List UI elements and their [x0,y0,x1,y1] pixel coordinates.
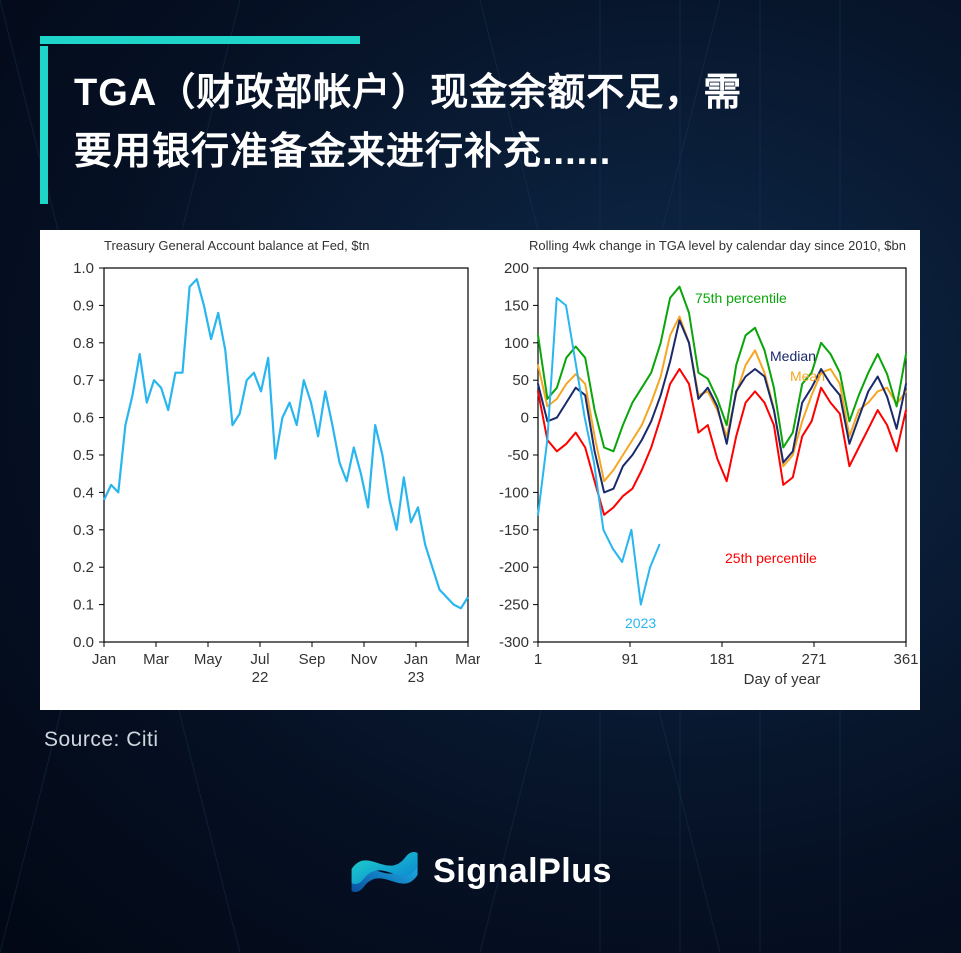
chart-left: Treasury General Account balance at Fed,… [40,230,480,710]
svg-text:Jul: Jul [250,651,269,668]
svg-text:-300: -300 [499,634,529,651]
svg-text:0.0: 0.0 [73,634,94,651]
svg-text:0.8: 0.8 [73,335,94,352]
svg-text:-250: -250 [499,597,529,614]
svg-text:Jan: Jan [404,651,428,668]
svg-text:Mar: Mar [455,651,480,668]
svg-text:0.3: 0.3 [73,522,94,539]
svg-text:181: 181 [709,651,734,668]
svg-text:0.4: 0.4 [73,484,94,501]
svg-text:0: 0 [521,410,529,427]
svg-text:1: 1 [534,651,542,668]
svg-text:-200: -200 [499,559,529,576]
legend-mean: Mean [790,368,825,384]
svg-text:Mar: Mar [143,651,169,668]
legend-p75: 75th percentile [695,290,787,306]
svg-text:-50: -50 [507,447,529,464]
chart-right-title: Rolling 4wk change in TGA level by calen… [529,238,906,253]
accent-bar [40,36,360,44]
svg-text:23: 23 [408,669,425,686]
source-label: Source: Citi [44,728,159,752]
svg-text:1.0: 1.0 [73,260,94,277]
logo-text: SignalPlus [433,852,612,891]
logo: SignalPlus [349,847,612,895]
svg-text:0.9: 0.9 [73,297,94,314]
svg-text:May: May [194,651,223,668]
svg-text:0.5: 0.5 [73,447,94,464]
title-line-2: 要用银行准备金来进行补充...... [74,123,895,182]
svg-text:22: 22 [252,669,269,686]
svg-text:Jan: Jan [92,651,116,668]
svg-text:-150: -150 [499,522,529,539]
svg-text:Nov: Nov [351,651,378,668]
svg-text:0.6: 0.6 [73,410,94,427]
svg-text:91: 91 [622,651,639,668]
chart-left-title: Treasury General Account balance at Fed,… [104,238,369,253]
svg-text:0.1: 0.1 [73,597,94,614]
svg-text:100: 100 [504,335,529,352]
svg-text:0.2: 0.2 [73,559,94,576]
chart-right: Rolling 4wk change in TGA level by calen… [480,230,920,710]
svg-text:-100: -100 [499,484,529,501]
svg-text:Sep: Sep [299,651,326,668]
svg-text:361: 361 [893,651,918,668]
svg-text:150: 150 [504,297,529,314]
title-line-1: TGA（财政部帐户）现金余额不足，需 [74,64,895,123]
title-block: TGA（财政部帐户）现金余额不足，需 要用银行准备金来进行补充...... [40,46,921,204]
chart-left-svg: 0.0 0.1 0.2 0.3 0.4 0.5 0.6 0.7 0.8 0.9 1.0 Jan Mar M… [40,230,480,710]
svg-text:50: 50 [512,372,529,389]
svg-text:0.7: 0.7 [73,372,94,389]
svg-text:Day of year: Day of year [744,671,821,688]
legend-p25: 25th percentile [725,550,817,566]
legend-y2023: 2023 [625,615,656,631]
svg-text:200: 200 [504,260,529,277]
charts-container: Treasury General Account balance at Fed,… [40,230,920,710]
logo-icon [349,847,419,895]
svg-text:271: 271 [801,651,826,668]
legend-median: Median [770,348,816,364]
